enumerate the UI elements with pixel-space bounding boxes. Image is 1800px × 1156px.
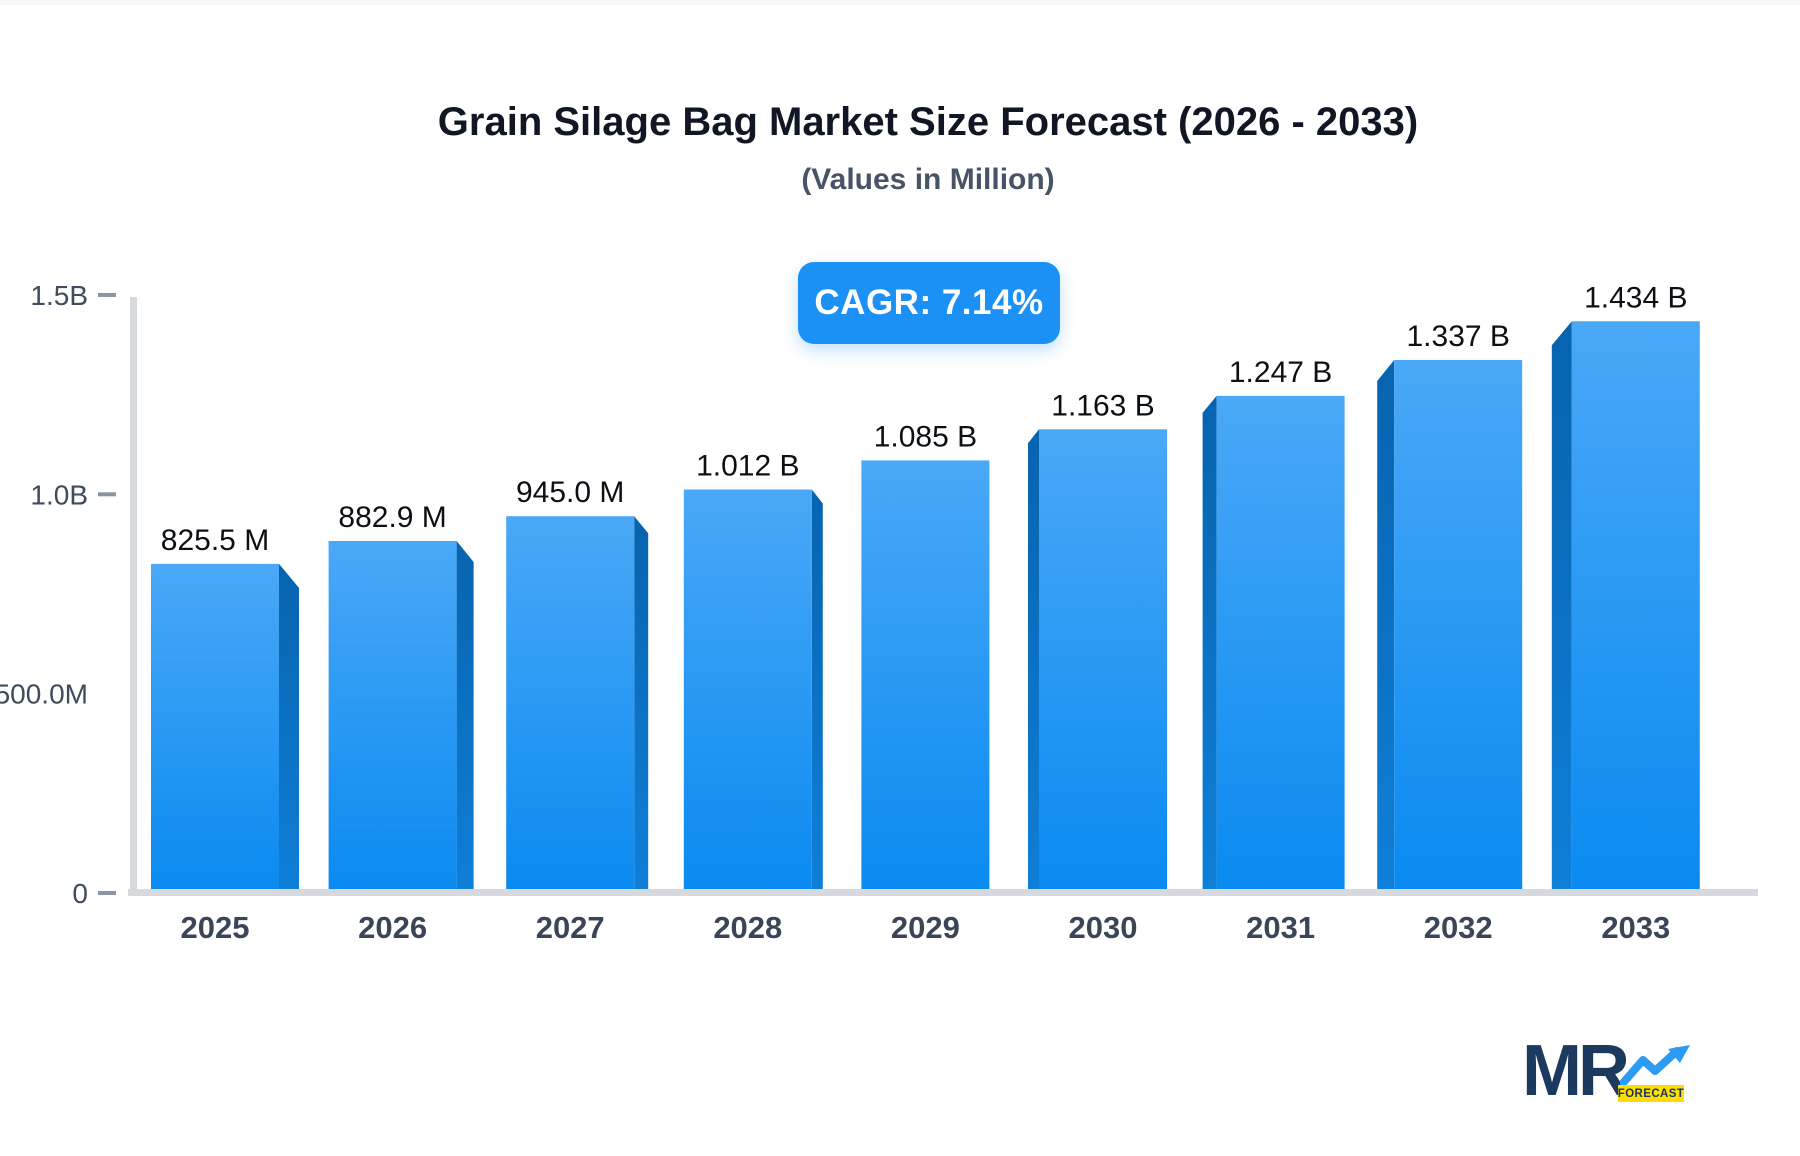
x-tick-label-2025: 2025: [181, 910, 250, 945]
bar-2027-side: [634, 516, 649, 893]
bar-2032-side: [1377, 359, 1395, 893]
x-tick-label-2026: 2026: [358, 910, 427, 945]
bar-2030: [1039, 429, 1167, 895]
mrforecast-logo: MR FORECAST: [1522, 1035, 1698, 1107]
bar-2028-side: [811, 489, 823, 893]
bar-value-label: 1.012 B: [696, 450, 799, 483]
bar-2031: [1216, 395, 1345, 895]
logo-forecast-text: FORECAST: [1618, 1085, 1684, 1102]
bar-2032: [1394, 359, 1523, 895]
bar-value-label: 1.247 B: [1229, 356, 1332, 389]
y-tick-dash: [98, 292, 116, 297]
x-tick-label-2031: 2031: [1246, 910, 1315, 945]
bar-2033-side: [1551, 321, 1572, 894]
bar-value-label: 1.163 B: [1051, 389, 1154, 422]
bar-2031-side: [1202, 395, 1217, 893]
y-tick-label-1.0B: 1.0B: [30, 479, 88, 510]
page-title: Grain Silage Bag Market Size Forecast (2…: [437, 100, 1419, 144]
bar-2029: [861, 460, 990, 895]
logo-trend-arrow-icon: [1620, 1045, 1690, 1087]
bar-value-label: 882.9 M: [338, 501, 446, 534]
bar-value-label: 825.5 M: [161, 524, 269, 557]
bar-value-label: 1.085 B: [874, 420, 977, 453]
bar-2025: [151, 563, 279, 895]
cagr-badge-label: CAGR: 7.14%: [814, 283, 1044, 322]
bar-2028: [683, 489, 812, 895]
y-tick-label-0: 0: [72, 878, 88, 909]
x-axis-line: [128, 889, 1758, 896]
chart-header: Grain Silage Bag Market Size Forecast (2…: [55, 97, 1800, 199]
bar-chart-plot: 825.5 M 2025 882.9 M 2026 945.0 M 2027 1.012 B…: [0, 280, 1758, 945]
bar-value-label: 945.0 M: [516, 476, 624, 509]
bar-value-label: 1.434 B: [1584, 281, 1687, 314]
x-tick-label-2027: 2027: [536, 910, 605, 945]
x-tick-label-2032: 2032: [1424, 910, 1493, 945]
y-tick-dash: [98, 492, 116, 497]
x-tick-label-2028: 2028: [713, 910, 782, 945]
bar-2026-side: [456, 540, 474, 893]
cagr-badge: CAGR: 7.14%: [798, 262, 1060, 344]
x-tick-label-2033: 2033: [1601, 910, 1670, 945]
page-subtitle: (Values in Million): [801, 163, 1055, 196]
y-tick-label-1.5B: 1.5B: [30, 280, 88, 311]
x-tick-label-2030: 2030: [1069, 910, 1138, 945]
y-tick-dash: [98, 891, 116, 895]
bar-2026: [328, 540, 457, 895]
bar-value-label: 1.337 B: [1406, 320, 1509, 353]
bar-2027: [506, 516, 635, 895]
logo-mr-text: MR: [1522, 1031, 1630, 1111]
bar-2033: [1571, 321, 1700, 896]
x-tick-label-2029: 2029: [891, 910, 960, 945]
bar-2025-side: [279, 563, 299, 893]
y-tick-label-500.0M: 500.0M: [0, 679, 88, 710]
bar-2030-side: [1028, 429, 1039, 893]
y-axis-line: [130, 297, 137, 895]
